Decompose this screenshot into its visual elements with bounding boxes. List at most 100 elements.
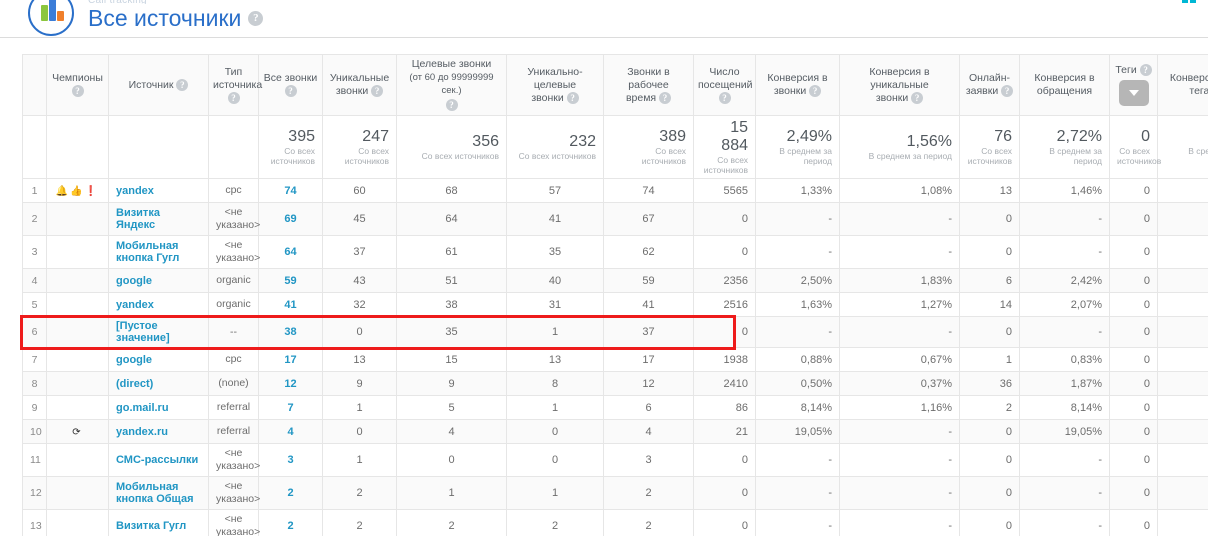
source-link[interactable]: yandex.ru [116, 425, 168, 438]
cell-all_calls[interactable]: 4 [258, 419, 323, 444]
column-header-tags[interactable]: Теги ? [1109, 54, 1158, 116]
cell-target_calls: 0 [396, 443, 507, 477]
cell-all_calls[interactable]: 7 [258, 395, 323, 420]
source-link[interactable]: Визитка Гугл [116, 520, 187, 532]
summary-cell-visits: 15 884 Со всех источников [693, 115, 756, 179]
cell-all_calls[interactable]: 41 [258, 292, 323, 317]
column-header-champions[interactable]: Чемпионы ? [46, 54, 109, 116]
cell-online_requests: 0 [959, 235, 1020, 269]
cell-source_type: cpc [208, 347, 259, 372]
help-icon[interactable]: ? [718, 91, 731, 104]
column-header-conv_tags[interactable]: Конверсия по тегам [1157, 54, 1208, 116]
cell-all_calls[interactable]: 12 [258, 371, 323, 396]
cell-tags: 0 [1109, 292, 1158, 317]
cell-tags: 0 [1109, 235, 1158, 269]
column-header-work_hours_calls[interactable]: Звонки в рабочее время ? [603, 54, 694, 116]
help-icon[interactable]: ? [227, 91, 240, 104]
column-header-unique_calls[interactable]: Уникальные звонки ? [322, 54, 397, 116]
refresh-icon[interactable]: ⟳ [72, 426, 82, 438]
source-link[interactable]: google [116, 274, 153, 287]
table-row[interactable]: 8 (direct) (none) 12 9 9 8 12 2410 0,50% 0,37% 36 1,… [22, 371, 1208, 396]
column-header-label: Теги [1115, 64, 1137, 76]
table-row[interactable]: 3 Мобильная кнопка Гугл <не указано> 64 37 61… [22, 235, 1208, 269]
champions-cell [46, 292, 109, 317]
cell-all_calls[interactable]: 64 [258, 235, 323, 269]
exclamation-circle-icon[interactable]: ❗ [84, 185, 99, 197]
column-header-all_calls[interactable]: Все звонки ? [258, 54, 323, 116]
source-link[interactable]: go.mail.ru [116, 401, 169, 414]
source-link[interactable]: СМС-рассылки [116, 454, 199, 466]
bell-icon[interactable]: 🔔 [55, 185, 70, 197]
cell-tags: 0 [1109, 371, 1158, 396]
help-icon[interactable]: ? [659, 91, 672, 104]
column-header-source_type[interactable]: Тип источника ? [208, 54, 262, 116]
table-row[interactable]: 12 Мобильная кнопка Общая <не указано> 2 2 1 1… [22, 476, 1208, 510]
source-link[interactable]: (direct) [116, 377, 154, 390]
help-icon[interactable]: ? [284, 85, 297, 97]
column-header-label: Целевые звонки [411, 58, 492, 70]
help-icon[interactable]: ? [445, 99, 458, 111]
column-header-target_calls[interactable]: Целевые звонки (от 60 до 99999999 сек.)? [396, 54, 507, 116]
cell-source_type: <не указано> [208, 443, 260, 477]
help-icon[interactable]: ? [71, 85, 84, 97]
column-header-conv_unique_calls[interactable]: Конверсия в уникальные звонки ? [839, 54, 960, 116]
cell-work_hours_calls: 67 [603, 202, 694, 236]
cell-all_calls[interactable]: 2 [258, 509, 323, 536]
cell-unique_target_calls: 0 [506, 419, 604, 444]
column-header-online_requests[interactable]: Онлайн- заявки ? [959, 54, 1020, 116]
column-header-source[interactable]: Источник ? [108, 54, 209, 116]
cell-all_calls[interactable]: 17 [258, 347, 323, 372]
cell-all_calls[interactable]: 59 [258, 268, 323, 293]
source-link[interactable]: yandex [116, 184, 154, 197]
source-link[interactable]: yandex [116, 298, 154, 311]
thumbs-up-icon[interactable]: 👍 [70, 185, 84, 197]
cell-online_requests: 0 [959, 316, 1020, 348]
table-row[interactable]: 2 Визитка Яндекс <не указано> 69 45 64 41 67 0- -… [22, 202, 1208, 236]
cell-all_calls[interactable]: 3 [258, 443, 323, 477]
source-link[interactable]: Мобильная кнопка Общая [116, 481, 194, 505]
row-index: 2 [22, 202, 47, 236]
help-icon[interactable]: ? [1001, 85, 1014, 97]
help-icon[interactable]: ? [566, 91, 579, 104]
cell-work_hours_calls: 12 [603, 371, 694, 396]
summary-note: В среднем за период [1188, 146, 1208, 156]
cell-all_calls[interactable]: 69 [258, 202, 323, 236]
cell-all_calls[interactable]: 2 [258, 476, 323, 510]
cell-source: СМС-рассылки [108, 443, 209, 477]
cell-conv_calls: - [755, 316, 840, 348]
help-icon[interactable]: ? [1139, 64, 1152, 76]
column-header-visits[interactable]: Число посещений ? [693, 54, 756, 116]
cell-unique_calls: 45 [322, 202, 397, 236]
column-header-conv_calls[interactable]: Конверсия в звонки ? [755, 54, 840, 116]
table-row[interactable]: 4 google organic 59 43 51 40 59 2356 2,50% 1,83% 6 2… [22, 268, 1208, 293]
help-icon[interactable]: ? [809, 85, 822, 97]
source-link[interactable]: Мобильная кнопка Гугл [116, 240, 180, 264]
table-row[interactable]: 7 google cpc 17 13 15 13 17 1938 0,88% 0,67% 1 0,83%… [22, 347, 1208, 372]
cell-unique_target_calls: 1 [506, 316, 604, 348]
column-header-label: Звонки в рабочее время [625, 65, 670, 104]
help-icon[interactable]: ? [371, 85, 384, 97]
table-row[interactable]: 10 ⟳ yandex.ru referral 4 0 4 0 4 21 19,05% -0 19,05… [22, 419, 1208, 444]
help-icon[interactable]: ? [911, 91, 924, 104]
source-type-value: <не указано> [216, 206, 261, 231]
help-icon[interactable]: ? [176, 78, 189, 91]
table-row[interactable]: 9 go.mail.ru referral 7 1 5 1 6 86 8,14% 1,16% 2 8,1… [22, 395, 1208, 420]
cell-work_hours_calls: 74 [603, 178, 694, 203]
cell-all_calls[interactable]: 38 [258, 316, 323, 348]
source-link[interactable]: Визитка Яндекс [116, 207, 160, 231]
column-header-unique_target_calls[interactable]: Уникально-целевые звонки ? [506, 54, 604, 116]
cell-conv_calls: - [755, 509, 840, 536]
table-row[interactable]: 5 yandex organic 41 32 38 31 41 2516 1,63% 1,27% 14… [22, 292, 1208, 317]
table-row[interactable]: 1 🔔👍❗ yandex cpc 74 60 68 57 74 5565 1,33% 1,08% 13 1… [22, 178, 1208, 203]
source-link[interactable]: [Пустое значение] [116, 320, 170, 344]
column-header-conv_requests[interactable]: Конверсия в обращения [1019, 54, 1110, 116]
source-link[interactable]: google [116, 353, 153, 366]
help-icon[interactable]: ? [248, 10, 264, 26]
summary-cell-target_calls: 356 Со всех источников [396, 115, 507, 179]
cell-all_calls[interactable]: 74 [258, 178, 323, 203]
summary-note: В среднем за период [779, 146, 832, 166]
tags-filter-dropdown-button[interactable] [1118, 80, 1149, 106]
